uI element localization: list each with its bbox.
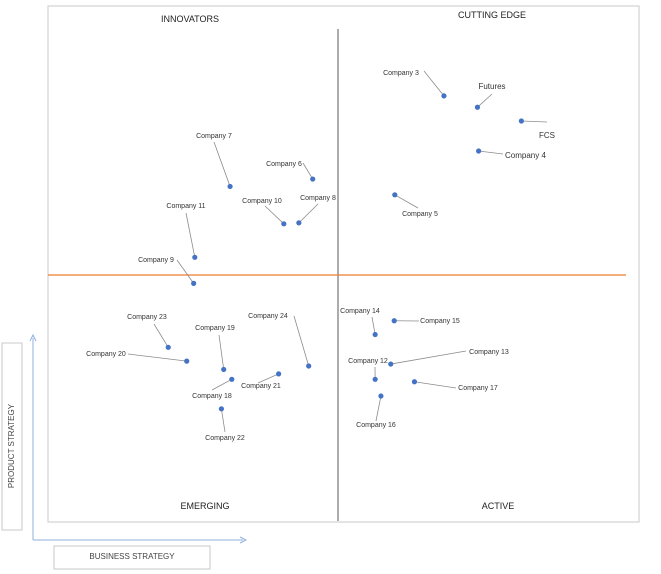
data-point-company-3: [441, 93, 447, 99]
leader-line-company-9: [176, 259, 194, 284]
data-point-company-9: [191, 280, 197, 286]
leader-line-company-3: [423, 70, 445, 97]
point-label-company-17: Company 17: [458, 385, 498, 392]
data-point-company-10: [281, 221, 287, 227]
data-point-company-24: [306, 363, 312, 369]
quadrant-label-cutting-edge: CUTTING EDGE: [458, 10, 526, 20]
leader-lines: [127, 70, 548, 433]
x-axis-label-box: [53, 545, 211, 570]
x-axis-arrowhead: [239, 536, 248, 544]
point-label-company-8: Company 8: [300, 195, 336, 202]
data-point-company-14: [372, 331, 378, 338]
point-label-company-10: Company 10: [242, 198, 282, 205]
point-label-company-6: Company 6: [266, 161, 302, 168]
leader-line-company-18: [211, 378, 232, 391]
leader-line-company-20: [127, 353, 187, 362]
point-labels: Company 3 Futures FCS Company 4 Company 5 Com…: [86, 70, 555, 442]
leader-line-company-7: [213, 141, 231, 187]
data-point-company-11: [192, 254, 198, 260]
leader-line-company-22: [221, 408, 226, 433]
leader-line-company-10: [264, 205, 285, 225]
leader-line-company-21: [257, 373, 279, 384]
data-point-company-12: [372, 376, 378, 382]
point-label-futures: Futures: [478, 82, 505, 91]
data-point-company-6: [310, 176, 316, 182]
chart-frame: [47, 5, 640, 523]
x-axis-label: BUSINESS STRATEGY: [89, 552, 175, 561]
data-point-company-20: [184, 358, 190, 364]
data-point-company-19: [221, 366, 227, 373]
point-label-company-23: Company 23: [127, 314, 167, 321]
leader-line-company-13: [390, 350, 467, 365]
point-label-company-14: Company 14: [340, 308, 380, 315]
data-point-company-7: [227, 183, 233, 190]
point-label-company-3: Company 3: [383, 70, 419, 77]
data-point-company-13: [388, 361, 394, 367]
data-point-company-15: [391, 318, 397, 324]
leader-line-company-19: [218, 334, 225, 370]
point-label-company-21: Company 21: [241, 383, 281, 390]
leader-line-company-17: [414, 381, 457, 389]
point-label-company-11: Company 11: [166, 203, 205, 210]
y-axis-arrowhead: [29, 333, 37, 342]
point-label-company-7: Company 7: [196, 133, 232, 140]
data-point-company-5: [392, 192, 398, 198]
leader-line-futures: [477, 93, 493, 108]
y-axis-label: PRODUCT STRATEGY: [7, 403, 16, 488]
data-point-company-17: [411, 379, 418, 385]
data-point-company-16: [378, 393, 384, 399]
data-points: [165, 93, 524, 412]
point-label-company-15: Company 15: [420, 318, 460, 325]
data-point-company-22: [218, 406, 224, 412]
data-point-company-4: [476, 148, 482, 154]
point-label-company-20: Company 20: [86, 351, 126, 358]
quadrant-label-active: ACTIVE: [482, 501, 515, 511]
leader-line-company-8: [298, 203, 319, 224]
point-label-company-12: Company 12: [348, 358, 388, 365]
leader-line-company-11: [185, 212, 196, 258]
quadrant-label-emerging: EMERGING: [180, 501, 229, 511]
point-label-company-16: Company 16: [356, 422, 396, 429]
leader-line-company-5: [394, 194, 419, 209]
quadrant-label-innovators: INNOVATORS: [161, 14, 219, 24]
point-label-company-13: Company 13: [469, 349, 509, 356]
leader-line-company-14: [371, 316, 376, 335]
data-point-company-18: [229, 376, 235, 382]
point-label-company-4: Company 4: [505, 151, 546, 160]
point-label-company-24: Company 24: [248, 313, 288, 320]
leader-line-company-24: [293, 315, 310, 367]
point-label-company-9: Company 9: [138, 257, 174, 264]
data-point-futures: [474, 104, 481, 110]
data-point-company-21: [276, 371, 282, 377]
point-label-company-5: Company 5: [402, 211, 438, 218]
point-label-company-19: Company 19: [195, 325, 235, 332]
leader-line-company-16: [375, 395, 382, 422]
y-axis-label-box: [1, 342, 23, 531]
data-point-company-8: [296, 220, 302, 226]
leader-line-company-23: [153, 323, 169, 348]
point-label-company-18: Company 18: [192, 393, 232, 400]
point-label-company-22: Company 22: [205, 435, 245, 442]
data-point-company-23: [165, 344, 171, 350]
leader-line-fcs: [521, 120, 548, 123]
point-label-fcs: FCS: [539, 131, 555, 140]
leader-line-company-6: [302, 162, 314, 180]
data-point-fcs: [518, 118, 524, 124]
leader-line-company-4: [478, 150, 504, 155]
